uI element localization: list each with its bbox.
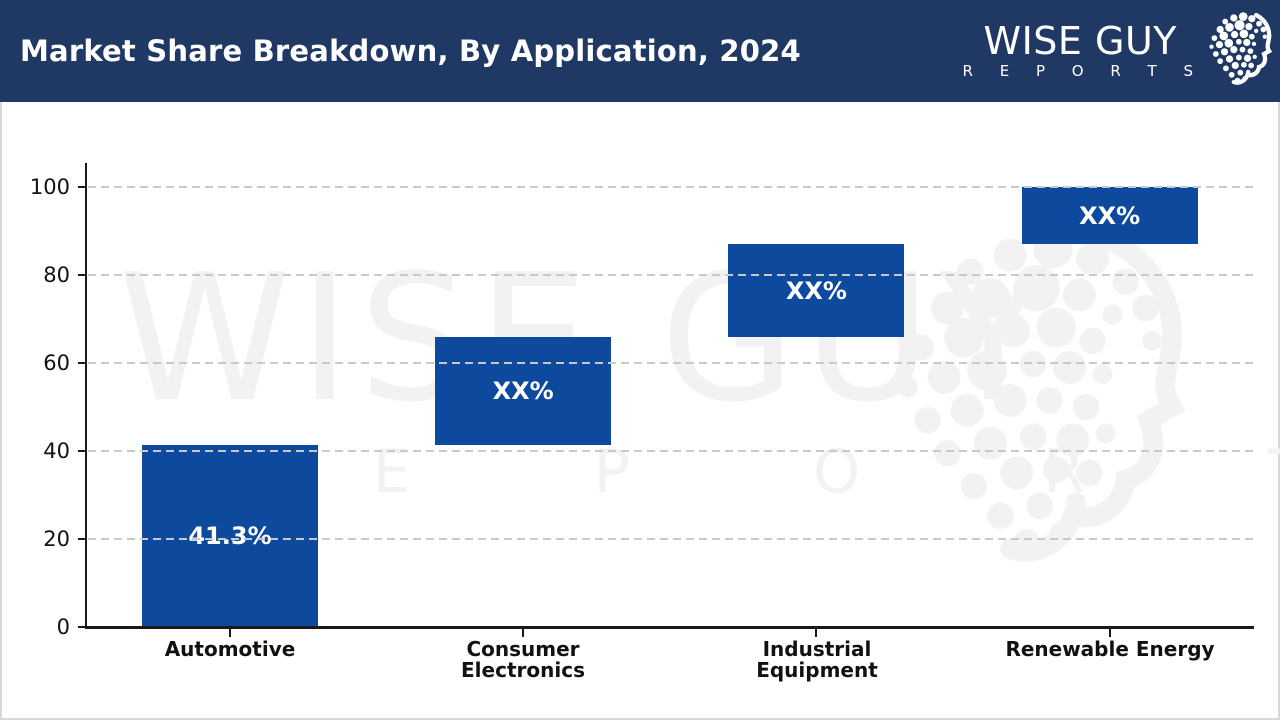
x-tick-label-renewable-energy: Renewable Energy: [1005, 637, 1215, 661]
x-tick-label-consumer-electronics: Consumer Electronics: [461, 637, 585, 682]
gridline-100: [88, 186, 1253, 188]
bar-value-label: XX%: [492, 377, 554, 406]
x-axis-line: [85, 626, 1254, 629]
chart-title: Market Share Breakdown, By Application, …: [20, 34, 801, 68]
y-tick-100: [78, 186, 86, 188]
y-tick-20: [78, 538, 86, 540]
gridline-80: [88, 274, 1253, 276]
x-tick-2: [815, 629, 818, 637]
y-tick-label-80: 80: [43, 263, 70, 287]
x-tick-label-automotive: Automotive: [164, 637, 296, 661]
bar-value-label: XX%: [1079, 201, 1141, 230]
y-tick-80: [78, 274, 86, 276]
y-tick-label-60: 60: [43, 351, 70, 375]
bar-consumer-electronics: XX%: [435, 337, 612, 446]
y-tick-40: [78, 450, 86, 452]
bar-value-label: 41.3%: [188, 522, 272, 551]
wiseguy-logo: WISE GUY R E P O R T S: [957, 6, 1272, 94]
logo-subtitle: R E P O R T S: [962, 61, 1204, 80]
bar-industrial-equipment: XX%: [728, 244, 905, 338]
x-tick-label-industrial-equipment: Industrial Equipment: [756, 637, 878, 682]
y-axis-line: [85, 163, 87, 629]
x-tick-0: [229, 629, 231, 637]
y-tick-60: [78, 362, 86, 364]
x-tick-1: [522, 629, 525, 637]
bar-renewable-energy: XX%: [1021, 187, 1198, 245]
y-tick-0: [78, 626, 86, 628]
bar-automotive: 41.3%: [142, 445, 318, 627]
logo-head-icon: [1200, 6, 1272, 94]
gridline-40: [88, 450, 1253, 452]
x-tick-3: [1108, 629, 1111, 637]
logo-text-block: WISE GUY R E P O R T S: [957, 21, 1204, 80]
y-tick-label-40: 40: [43, 439, 70, 463]
y-tick-label-100: 100: [29, 175, 70, 199]
gridline-20: [88, 538, 1253, 540]
logo-wordmark: WISE GUY: [983, 18, 1177, 63]
y-tick-label-0: 0: [56, 615, 70, 639]
bar-value-label: XX%: [785, 276, 847, 305]
gridline-60: [88, 362, 1253, 364]
y-tick-label-20: 20: [43, 527, 70, 551]
header-bar: Market Share Breakdown, By Application, …: [0, 0, 1280, 102]
